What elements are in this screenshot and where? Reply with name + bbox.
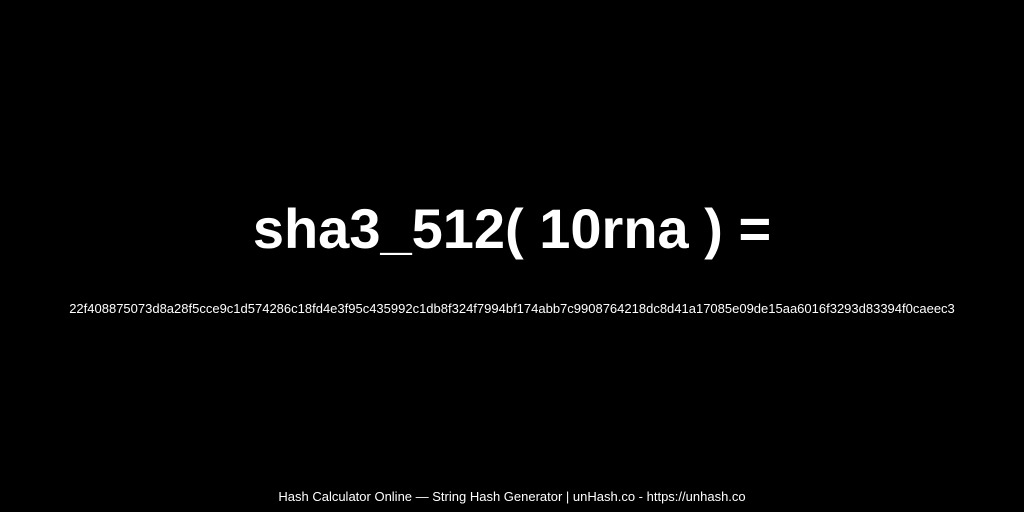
hash-function-title: sha3_512( 10rna ) = bbox=[253, 196, 771, 261]
hash-output-value: 22f408875073d8a28f5cce9c1d574286c18fd4e3… bbox=[49, 301, 975, 316]
footer-attribution: Hash Calculator Online — String Hash Gen… bbox=[0, 489, 1024, 504]
main-content: sha3_512( 10rna ) = 22f408875073d8a28f5c… bbox=[0, 0, 1024, 512]
